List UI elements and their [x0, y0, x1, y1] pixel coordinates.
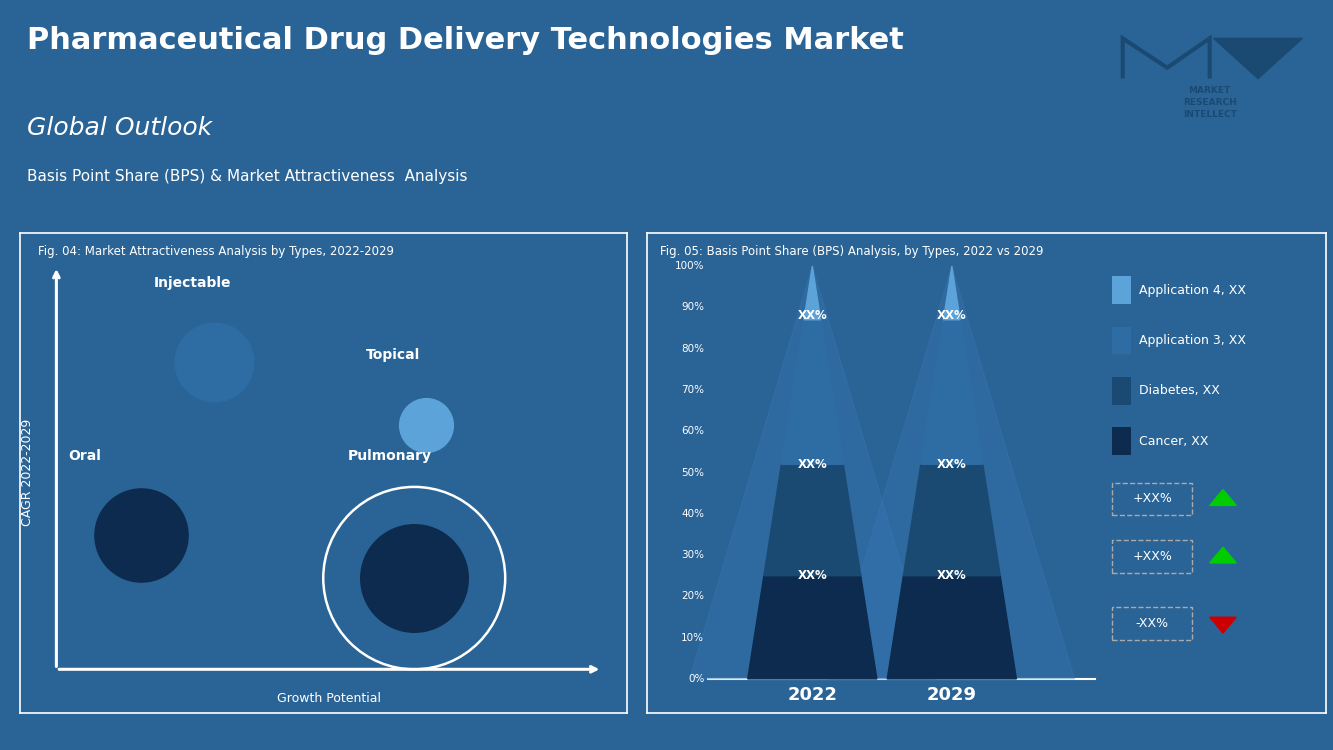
Point — [416, 419, 437, 430]
Text: 30%: 30% — [681, 550, 704, 560]
FancyBboxPatch shape — [1112, 276, 1132, 304]
Polygon shape — [904, 464, 1000, 576]
Text: Injectable: Injectable — [153, 276, 231, 290]
Bar — [1112, 482, 1193, 515]
Point — [204, 356, 225, 368]
FancyBboxPatch shape — [1112, 377, 1132, 405]
Point — [404, 572, 425, 584]
Text: Application 3, XX: Application 3, XX — [1140, 334, 1246, 347]
Polygon shape — [804, 266, 821, 320]
Polygon shape — [781, 320, 844, 464]
Text: Cancer, XX: Cancer, XX — [1140, 435, 1209, 448]
Text: Global Outlook: Global Outlook — [27, 116, 212, 140]
Bar — [1112, 608, 1193, 640]
Polygon shape — [748, 576, 877, 679]
Text: 80%: 80% — [681, 344, 704, 354]
Text: 20%: 20% — [681, 591, 704, 602]
Text: 10%: 10% — [681, 632, 704, 643]
Text: 50%: 50% — [681, 467, 704, 478]
Text: 90%: 90% — [681, 302, 704, 313]
Text: Oral: Oral — [68, 449, 101, 463]
Text: Basis Point Share (BPS) & Market Attractiveness  Analysis: Basis Point Share (BPS) & Market Attract… — [27, 169, 467, 184]
Text: Pulmonary: Pulmonary — [348, 449, 432, 463]
Polygon shape — [829, 266, 1074, 679]
Text: -XX%: -XX% — [1136, 617, 1169, 630]
Text: Fig. 04: Market Attractiveness Analysis by Types, 2022-2029: Fig. 04: Market Attractiveness Analysis … — [39, 244, 395, 257]
Polygon shape — [921, 320, 982, 464]
Polygon shape — [764, 464, 861, 576]
Text: Application 4, XX: Application 4, XX — [1140, 284, 1246, 296]
Polygon shape — [689, 266, 934, 679]
Text: XX%: XX% — [797, 309, 828, 322]
Text: 0%: 0% — [688, 674, 704, 684]
Text: Diabetes, XX: Diabetes, XX — [1140, 385, 1220, 398]
Polygon shape — [1210, 548, 1236, 563]
Text: +XX%: +XX% — [1132, 493, 1172, 506]
Polygon shape — [1213, 38, 1302, 79]
Text: +XX%: +XX% — [1132, 550, 1172, 563]
Text: CAGR 2022-2029: CAGR 2022-2029 — [21, 419, 33, 526]
Text: 60%: 60% — [681, 426, 704, 436]
Text: 40%: 40% — [681, 509, 704, 519]
Polygon shape — [944, 266, 960, 320]
Text: XX%: XX% — [797, 569, 828, 582]
Polygon shape — [1210, 490, 1236, 506]
Point — [131, 529, 152, 541]
FancyBboxPatch shape — [1112, 427, 1132, 455]
Polygon shape — [888, 576, 1016, 679]
Polygon shape — [1210, 617, 1236, 633]
Text: Pharmaceutical Drug Delivery Technologies Market: Pharmaceutical Drug Delivery Technologie… — [27, 26, 904, 56]
Text: XX%: XX% — [937, 458, 966, 471]
Text: 70%: 70% — [681, 385, 704, 395]
Bar — [1112, 540, 1193, 573]
FancyBboxPatch shape — [1112, 326, 1132, 355]
Text: MARKET
RESEARCH
INTELLECT: MARKET RESEARCH INTELLECT — [1182, 86, 1237, 118]
Text: XX%: XX% — [937, 569, 966, 582]
Text: 2029: 2029 — [926, 686, 977, 703]
Text: 2022: 2022 — [788, 686, 837, 703]
Text: Fig. 05: Basis Point Share (BPS) Analysis, by Types, 2022 vs 2029: Fig. 05: Basis Point Share (BPS) Analysi… — [660, 244, 1044, 257]
Text: Topical: Topical — [365, 348, 420, 362]
Text: XX%: XX% — [797, 458, 828, 471]
Text: Growth Potential: Growth Potential — [277, 692, 381, 705]
Text: XX%: XX% — [937, 309, 966, 322]
Text: 100%: 100% — [674, 261, 704, 271]
